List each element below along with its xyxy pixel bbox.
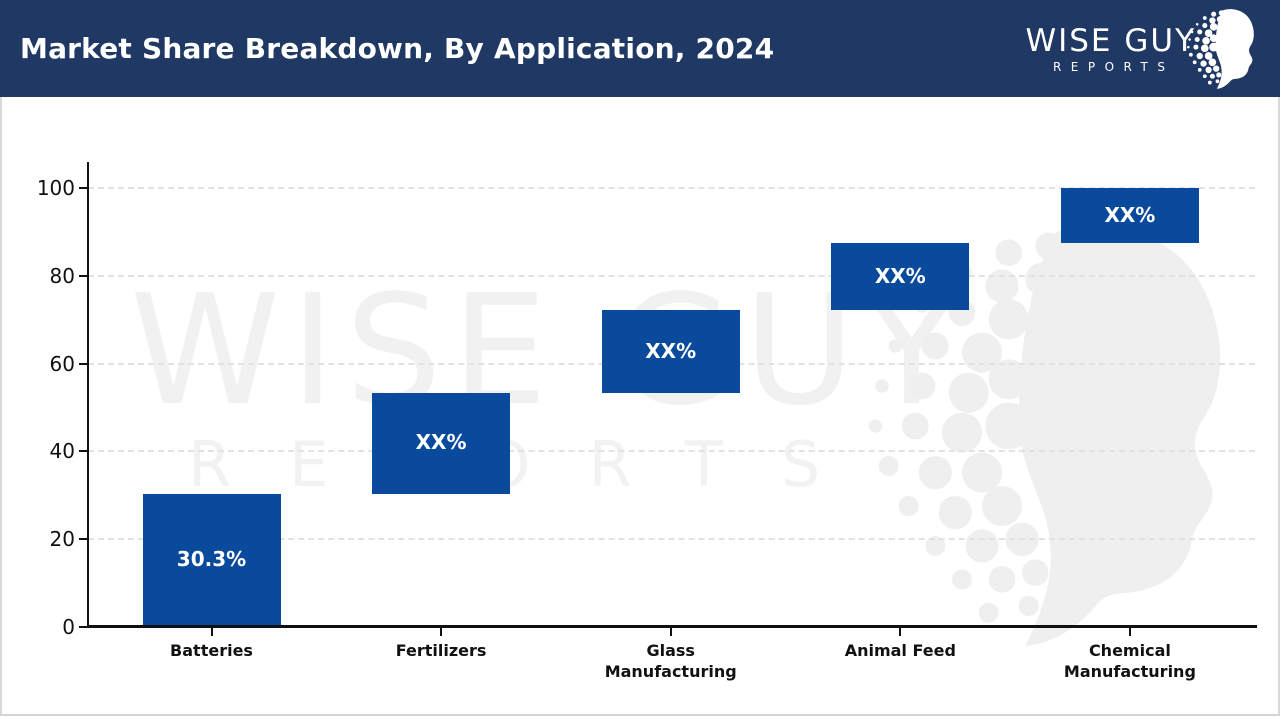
watermark-text: WISE GUY: [130, 262, 968, 439]
y-tick: [79, 626, 88, 628]
wise-guy-logo: WISE GUY REPORTS: [1025, 6, 1258, 92]
x-tick: [210, 628, 213, 636]
bar-value-label: XX%: [645, 338, 697, 363]
category-label: Fertilizers: [395, 641, 487, 660]
bar-value-label: XX%: [874, 263, 926, 288]
y-tick: [79, 187, 88, 189]
y-tick-label: 80: [49, 263, 75, 288]
x-tick: [440, 628, 443, 636]
logo-face-icon: [1187, 8, 1254, 89]
bottom-divider: [0, 714, 1280, 716]
x-axis: [87, 625, 1257, 628]
gridline: [88, 538, 1255, 541]
header: Market Share Breakdown, By Application, …: [0, 0, 1280, 97]
bar-value-label: 30.3%: [176, 547, 247, 572]
page-title: Market Share Breakdown, By Application, …: [20, 32, 775, 65]
logo-text: WISE GUY REPORTS: [1025, 23, 1196, 74]
category-label: Animal Feed: [844, 641, 956, 660]
y-tick-label: 0: [62, 615, 75, 639]
y-tick-label: 20: [49, 527, 75, 552]
logo-subtitle: REPORTS: [1052, 60, 1175, 74]
logo-name: WISE GUY: [1025, 23, 1196, 59]
bar: [142, 493, 281, 627]
x-tick: [1128, 628, 1131, 636]
category-label: Batteries: [170, 641, 253, 660]
bar: [831, 243, 970, 311]
gridline: [88, 187, 1255, 189]
category-label: Chemical Manufacturing: [1063, 641, 1196, 681]
bar-value-label: XX%: [1104, 202, 1156, 227]
y-tick-label: 100: [36, 176, 75, 200]
bar-value-label: XX%: [415, 430, 467, 455]
right-border: [1278, 97, 1280, 715]
y-tick: [79, 538, 88, 541]
y-tick-label: 40: [49, 439, 75, 464]
watermark-face-icon: [868, 226, 1221, 646]
x-tick: [899, 628, 902, 636]
y-tick-label: 60: [49, 351, 75, 376]
gridline: [88, 274, 1255, 277]
left-border: [0, 97, 2, 715]
y-tick: [79, 450, 88, 453]
y-tick: [79, 362, 88, 365]
y-axis: [87, 162, 89, 628]
x-tick: [669, 628, 672, 636]
bar: [601, 310, 740, 393]
gridline: [88, 450, 1255, 453]
bar: [1060, 188, 1199, 244]
category-label: Glass Manufacturing: [604, 641, 737, 681]
y-tick: [79, 274, 88, 277]
bar: [372, 393, 511, 494]
